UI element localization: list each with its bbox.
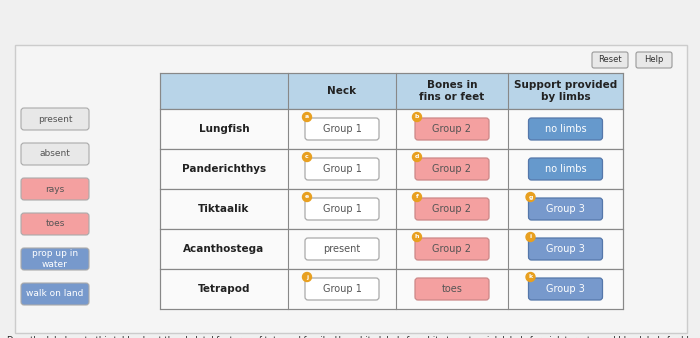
Bar [160, 229, 623, 269]
FancyBboxPatch shape [415, 238, 489, 260]
FancyBboxPatch shape [415, 118, 489, 140]
FancyBboxPatch shape [21, 283, 89, 305]
Text: Bones in
fins or feet: Bones in fins or feet [419, 80, 484, 102]
Text: absent: absent [40, 149, 71, 159]
Text: i: i [529, 235, 531, 240]
FancyBboxPatch shape [305, 158, 379, 180]
Text: no limbs: no limbs [545, 164, 587, 174]
Text: present: present [38, 115, 72, 123]
Circle shape [412, 233, 421, 241]
Text: Group 2: Group 2 [433, 164, 472, 174]
Text: Panderichthys: Panderichthys [182, 164, 266, 174]
Text: b: b [415, 115, 419, 120]
Text: Group 3: Group 3 [546, 204, 585, 214]
Text: Group 2: Group 2 [433, 244, 472, 254]
Text: Tiktaalik: Tiktaalik [198, 204, 250, 214]
Text: toes: toes [442, 284, 463, 294]
FancyBboxPatch shape [528, 158, 603, 180]
Text: prop up in
water: prop up in water [32, 249, 78, 269]
FancyBboxPatch shape [528, 278, 603, 300]
Text: e: e [305, 194, 309, 199]
Text: h: h [414, 235, 419, 240]
Bar [160, 109, 623, 149]
FancyBboxPatch shape [528, 238, 603, 260]
Text: no limbs: no limbs [545, 124, 587, 134]
Circle shape [302, 113, 312, 121]
Text: g: g [528, 194, 533, 199]
Text: Reset: Reset [598, 55, 622, 65]
Text: Group 1: Group 1 [323, 164, 361, 174]
Text: toes: toes [46, 219, 64, 228]
FancyBboxPatch shape [528, 118, 603, 140]
Text: c: c [305, 154, 309, 160]
FancyBboxPatch shape [305, 278, 379, 300]
Text: Group 1: Group 1 [323, 204, 361, 214]
Circle shape [302, 193, 312, 201]
FancyBboxPatch shape [415, 278, 489, 300]
FancyBboxPatch shape [21, 143, 89, 165]
Text: Lungfish: Lungfish [199, 124, 249, 134]
Text: walk on land: walk on land [27, 290, 84, 298]
Circle shape [302, 152, 312, 162]
Circle shape [302, 272, 312, 282]
Text: Acanthostega: Acanthostega [183, 244, 265, 254]
FancyBboxPatch shape [21, 108, 89, 130]
Text: k: k [528, 274, 533, 280]
Text: Group 2: Group 2 [433, 204, 472, 214]
Text: Tetrapod: Tetrapod [197, 284, 251, 294]
Bar [15, 45, 687, 333]
Circle shape [412, 193, 421, 201]
Circle shape [526, 272, 535, 282]
Circle shape [412, 113, 421, 121]
Bar [160, 189, 623, 229]
Bar [160, 269, 623, 309]
Bar [160, 149, 623, 189]
Text: Group 3: Group 3 [546, 244, 585, 254]
Text: Group 3: Group 3 [546, 284, 585, 294]
Text: d: d [415, 154, 419, 160]
Text: Group 1: Group 1 [323, 284, 361, 294]
Text: Drag the labels onto this table about the skeletal features of tetrapod fossils.: Drag the labels onto this table about th… [7, 336, 699, 338]
Text: f: f [416, 194, 419, 199]
FancyBboxPatch shape [21, 248, 89, 270]
Text: Help: Help [644, 55, 664, 65]
FancyBboxPatch shape [415, 158, 489, 180]
Text: Support provided
by limbs: Support provided by limbs [514, 80, 617, 102]
FancyBboxPatch shape [528, 198, 603, 220]
Text: Group 2: Group 2 [433, 124, 472, 134]
Text: Group 1: Group 1 [323, 124, 361, 134]
FancyBboxPatch shape [636, 52, 672, 68]
FancyBboxPatch shape [415, 198, 489, 220]
FancyBboxPatch shape [305, 198, 379, 220]
FancyBboxPatch shape [21, 178, 89, 200]
Bar [160, 73, 623, 109]
Text: j: j [306, 274, 308, 280]
FancyBboxPatch shape [305, 238, 379, 260]
Text: Neck: Neck [328, 86, 356, 96]
Text: present: present [323, 244, 360, 254]
FancyBboxPatch shape [305, 118, 379, 140]
FancyBboxPatch shape [592, 52, 628, 68]
Circle shape [412, 152, 421, 162]
Circle shape [526, 233, 535, 241]
FancyBboxPatch shape [21, 213, 89, 235]
Text: a: a [305, 115, 309, 120]
Circle shape [526, 193, 535, 201]
Text: rays: rays [46, 185, 64, 193]
